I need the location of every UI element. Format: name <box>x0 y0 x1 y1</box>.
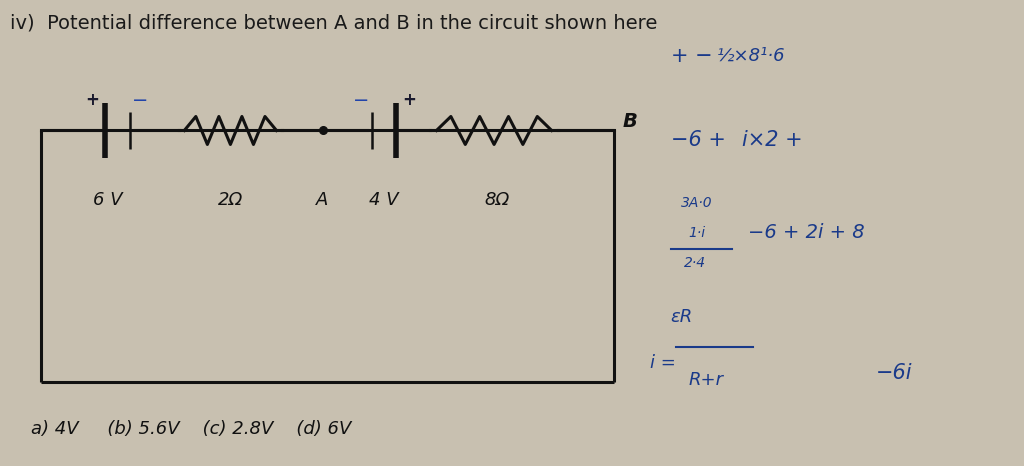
Text: −6 + 2i + 8: −6 + 2i + 8 <box>748 224 864 242</box>
Text: B: B <box>623 112 637 130</box>
Text: 4 V: 4 V <box>370 192 398 209</box>
Text: i×2 +: i×2 + <box>742 130 803 150</box>
Text: 2·4: 2·4 <box>684 256 707 270</box>
Text: +: + <box>402 91 417 109</box>
Text: 1·i: 1·i <box>688 226 706 240</box>
Text: ½×8¹·6: ½×8¹·6 <box>717 47 785 65</box>
Text: 3A·0: 3A·0 <box>681 196 713 210</box>
Text: + −: + − <box>671 46 713 66</box>
Text: i =: i = <box>650 355 676 372</box>
Text: 8Ω: 8Ω <box>484 192 509 209</box>
Text: R+r: R+r <box>688 371 723 389</box>
Text: iv)  Potential difference between A and B in the circuit shown here: iv) Potential difference between A and B… <box>10 14 657 33</box>
Text: εR: εR <box>671 308 693 326</box>
Text: −6 +: −6 + <box>671 130 726 150</box>
Text: +: + <box>85 91 99 109</box>
Text: a) 4V     (b) 5.6V    (c) 2.8V    (d) 6V: a) 4V (b) 5.6V (c) 2.8V (d) 6V <box>31 420 351 438</box>
Text: −: − <box>353 91 370 110</box>
Text: 2Ω: 2Ω <box>218 192 243 209</box>
Text: −: − <box>132 91 148 110</box>
Text: A: A <box>316 192 329 209</box>
Text: −6i: −6i <box>876 363 912 383</box>
Text: 6 V: 6 V <box>93 192 122 209</box>
